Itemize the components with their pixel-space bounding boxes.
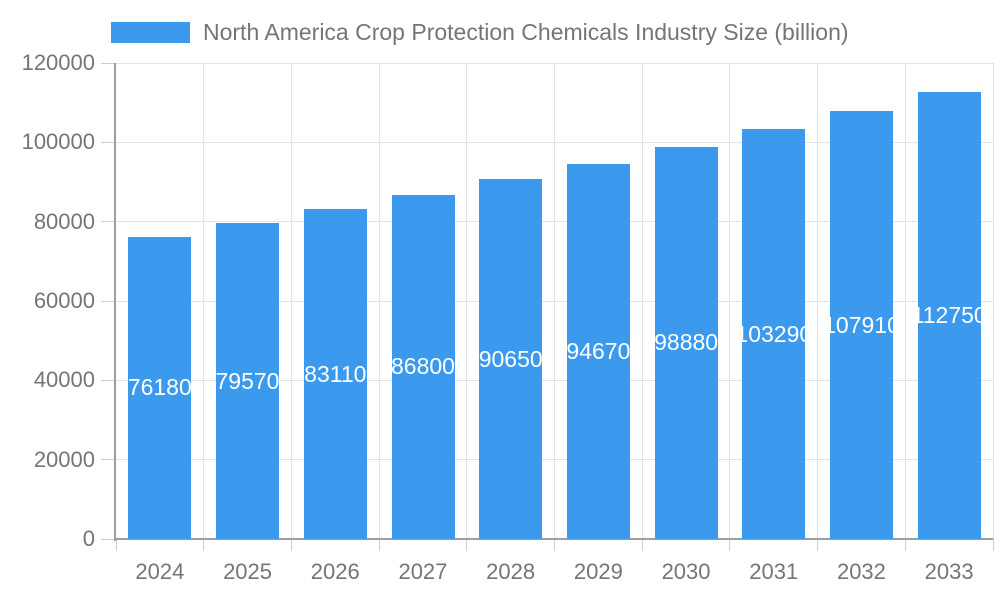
x-axis-tick: [729, 539, 731, 551]
bar-value-label: 86800: [391, 353, 455, 380]
x-axis-tick: [378, 539, 380, 551]
bar-2031[interactable]: 103290: [742, 129, 806, 539]
bar-2033[interactable]: 112750: [917, 91, 981, 539]
bar-value-label: 107910: [830, 311, 893, 338]
bar-2028[interactable]: 90650: [479, 179, 543, 539]
gridline-vertical: [554, 63, 555, 539]
gridline-vertical: [203, 63, 205, 539]
x-axis-label: 2029: [573, 559, 623, 584]
bar-2029[interactable]: 94670: [566, 163, 630, 539]
gridline-vertical: [378, 63, 380, 539]
x-axis-label: 2028: [486, 559, 536, 584]
gridline-vertical: [992, 63, 994, 539]
x-axis-label: 2030: [661, 559, 711, 584]
x-axis-label: 2032: [836, 559, 886, 584]
y-axis-tick: [101, 379, 116, 381]
y-axis-tick: [101, 141, 116, 143]
y-axis-tick: [101, 538, 116, 540]
bar-value-label: 112750: [918, 301, 981, 328]
x-axis-label: 2025: [223, 559, 273, 584]
x-axis-tick: [641, 539, 643, 551]
x-axis-tick: [203, 539, 205, 551]
bar-value-label: 94670: [566, 337, 630, 364]
bar-2025[interactable]: 79570: [216, 223, 279, 539]
legend-swatch: [111, 21, 190, 43]
x-axis-tick: [992, 539, 994, 551]
bar-value-label: 90650: [479, 345, 543, 372]
y-axis-label: 100000: [21, 129, 95, 155]
legend-item[interactable]: North America Crop Protection Chemicals …: [111, 19, 849, 45]
bar-2024[interactable]: 76180: [128, 236, 192, 539]
gridline-vertical: [904, 63, 906, 539]
y-axis-tick: [101, 62, 116, 64]
x-axis-tick: [115, 539, 117, 551]
x-axis-tick: [290, 539, 292, 551]
y-axis-label: 40000: [33, 367, 95, 393]
x-axis-label: 2027: [398, 559, 448, 584]
y-axis-label: 60000: [33, 288, 95, 313]
x-axis-label: 2024: [135, 559, 185, 584]
bar-value-label: 79570: [216, 367, 279, 394]
y-axis-line: [114, 63, 116, 541]
y-axis-tick: [101, 221, 116, 223]
bar-2030[interactable]: 98880: [654, 146, 718, 539]
bar-2026[interactable]: 83110: [303, 209, 367, 539]
x-axis-tick: [904, 539, 906, 551]
bar-value-label: 103290: [742, 320, 805, 347]
legend-label: North America Crop Protection Chemicals …: [203, 19, 849, 45]
gridline-vertical: [817, 63, 819, 539]
x-axis-tick: [466, 539, 468, 551]
gridline-vertical: [290, 63, 292, 539]
y-axis-tick: [101, 300, 116, 302]
x-axis-tick: [817, 539, 819, 551]
x-axis-label: 2033: [924, 559, 974, 584]
bar-value-label: 83110: [304, 360, 367, 387]
gridline-vertical: [641, 63, 643, 539]
x-axis-tick: [554, 539, 555, 551]
y-axis-label: 20000: [33, 446, 95, 472]
y-axis-label: 80000: [33, 208, 95, 234]
gridline-vertical: [729, 63, 731, 539]
x-axis-line: [114, 538, 993, 540]
y-axis-label: 120000: [21, 50, 95, 75]
y-axis-tick: [101, 459, 116, 461]
bar-2027[interactable]: 86800: [391, 194, 455, 539]
x-axis-label: 2031: [749, 559, 799, 584]
gridline-vertical: [466, 63, 468, 539]
y-axis-label: 0: [82, 526, 95, 551]
x-axis-label: 2026: [310, 559, 360, 584]
bar-2032[interactable]: 107910: [830, 111, 893, 539]
bar-value-label: 98880: [654, 329, 718, 356]
bar-value-label: 76180: [128, 374, 192, 401]
